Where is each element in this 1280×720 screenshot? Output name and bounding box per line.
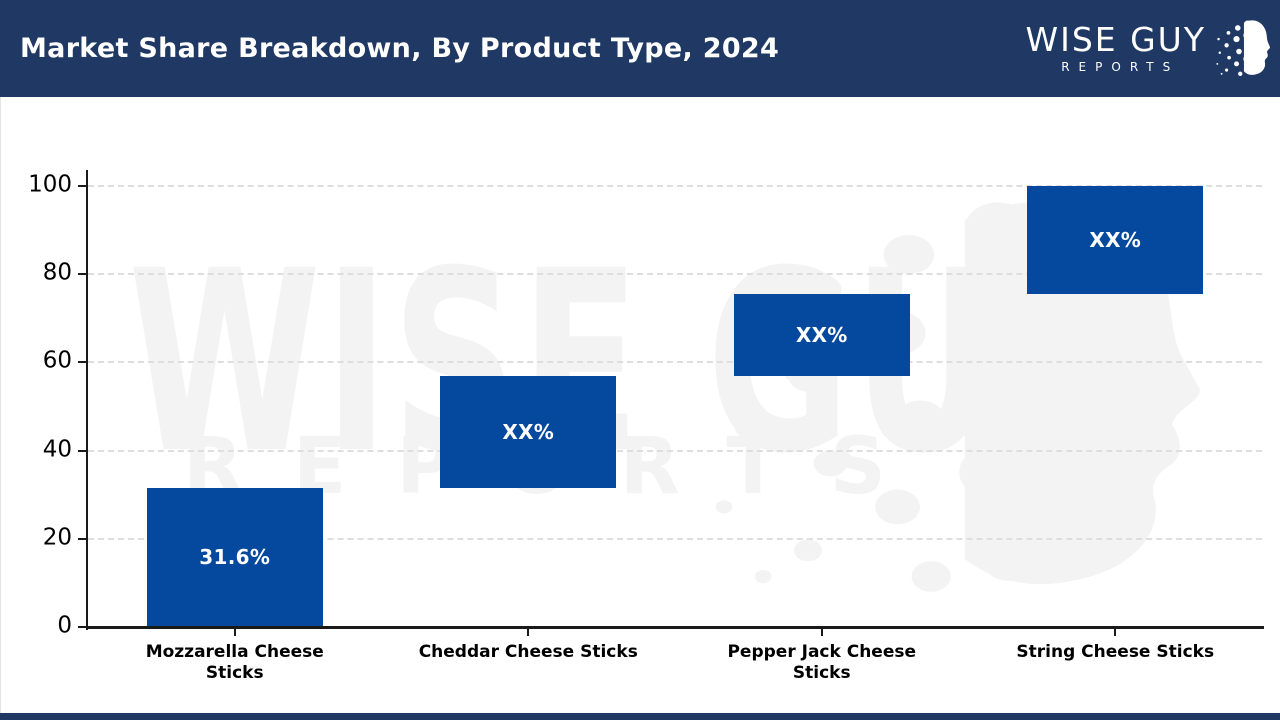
y-axis-tick-label: 80: [42, 259, 72, 286]
y-axis-tick-label: 60: [42, 347, 72, 374]
y-axis-line: [86, 170, 88, 630]
y-axis-tick-label: 0: [57, 612, 72, 639]
header-bar: Market Share Breakdown, By Product Type,…: [0, 0, 1280, 97]
gridline: [88, 449, 1262, 452]
gridline: [88, 185, 1262, 187]
y-axis-tick-label: 100: [28, 171, 72, 198]
y-axis-tick-label: 40: [42, 436, 72, 463]
x-axis-line: [86, 626, 1264, 629]
y-axis-tick: [78, 185, 86, 187]
gridline: [88, 361, 1262, 364]
x-axis-tick: [527, 629, 530, 636]
bar: XX%: [440, 375, 617, 488]
category-label: Mozzarella Cheese Sticks: [145, 642, 324, 684]
bar-value-label: 31.6%: [199, 545, 271, 570]
y-axis-tick: [78, 537, 86, 540]
y-axis-tick: [78, 449, 86, 452]
x-axis-tick: [1114, 629, 1117, 636]
footer-bar: [0, 713, 1280, 720]
x-axis-tick: [233, 629, 236, 636]
x-axis-tick: [820, 629, 823, 636]
bar-value-label: XX%: [1089, 228, 1142, 253]
y-axis-tick: [78, 273, 86, 276]
bar-value-label: XX%: [795, 323, 848, 348]
brand-logo: WISE GUY REPORTS: [1025, 8, 1270, 90]
bar-value-label: XX%: [502, 419, 555, 444]
gridline: [88, 537, 1262, 540]
category-label: Pepper Jack Cheese Sticks: [727, 642, 917, 684]
brand-subtitle: REPORTS: [1061, 60, 1180, 74]
bar: XX%: [733, 294, 910, 376]
left-edge-line: [0, 97, 1, 713]
logo-head-icon: [1216, 19, 1270, 76]
y-axis-tick: [78, 626, 86, 628]
gridline: [88, 273, 1262, 276]
brand-name: WISE GUY: [1025, 20, 1206, 59]
bar: XX%: [1027, 186, 1204, 295]
category-label: String Cheese Sticks: [1016, 642, 1215, 662]
bar: 31.6%: [146, 487, 323, 627]
plot-area: 0 20 40 60 80 100 31.6% Mozzarella Cheese Stick…: [28, 170, 1264, 683]
brand-logo-text: WISE GUY REPORTS: [1025, 23, 1206, 74]
page-title: Market Share Breakdown, By Product Type,…: [20, 33, 780, 64]
y-axis-tick: [78, 361, 86, 364]
category-label: Cheddar Cheese Sticks: [418, 642, 638, 662]
watermark-head-icon: [715, 202, 1200, 592]
y-axis-tick-label: 20: [42, 524, 72, 551]
